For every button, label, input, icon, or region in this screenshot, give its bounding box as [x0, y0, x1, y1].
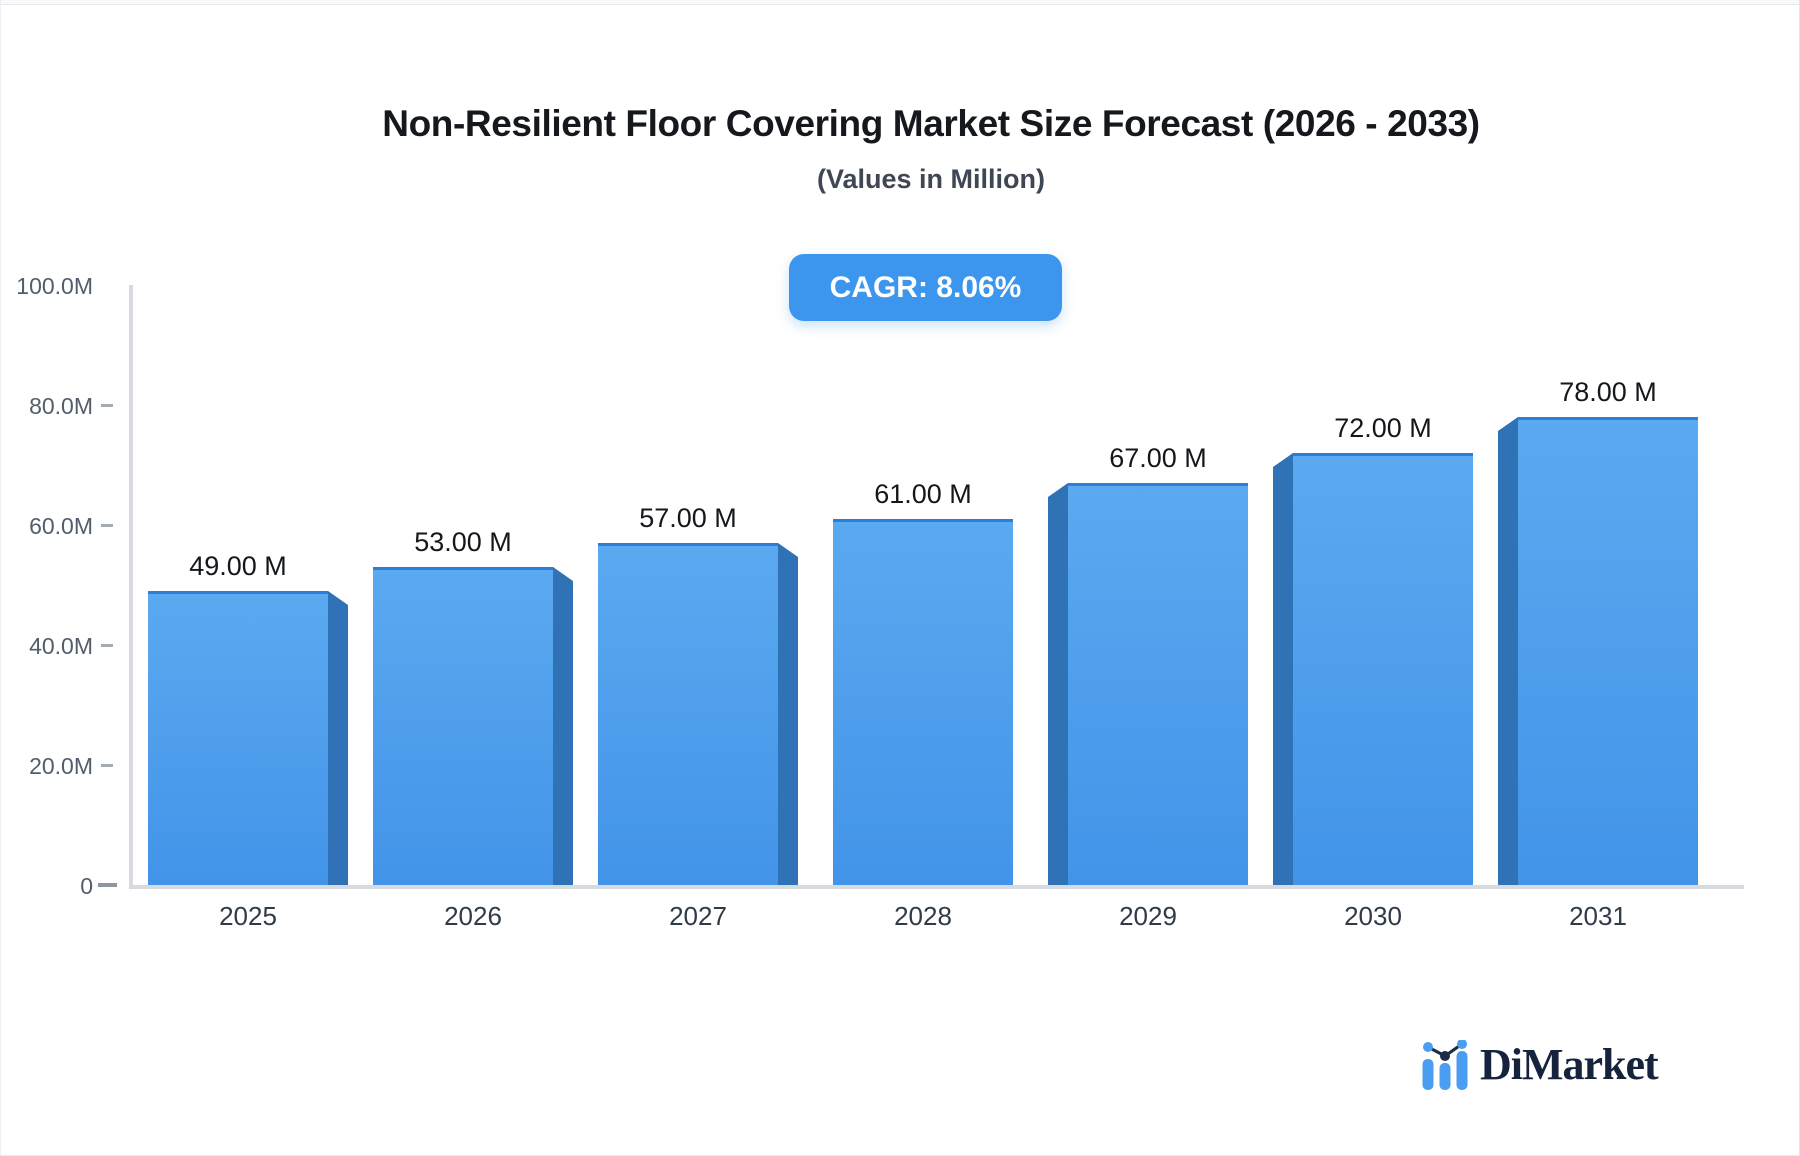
y-axis-label: 40.0M [29, 633, 93, 659]
bar-2030[interactable] [1293, 453, 1473, 885]
bar-value-label-2026: 53.00 M [414, 527, 512, 557]
y-axis-label: 0 [80, 873, 93, 899]
bar-2026[interactable] [373, 567, 553, 885]
y-axis-label: 100.0M [16, 273, 93, 299]
bar-2028[interactable] [833, 519, 1013, 885]
bar-value-label-2025: 49.00 M [189, 551, 287, 581]
bar-value-label-2030: 72.00 M [1334, 413, 1432, 443]
x-axis-label-2029: 2029 [1119, 901, 1177, 931]
y-axis-tick [101, 764, 113, 767]
x-axis-label-2027: 2027 [669, 901, 727, 931]
bar-2027-side [778, 543, 798, 885]
bar-value-label-2028: 61.00 M [874, 479, 972, 509]
bar-2025[interactable] [148, 591, 328, 885]
x-axis-label-2031: 2031 [1569, 901, 1627, 931]
x-axis-label-2028: 2028 [894, 901, 952, 931]
x-axis-line [129, 885, 1744, 889]
y-axis-label: 20.0M [29, 753, 93, 779]
chart-title: Non-Resilient Floor Covering Market Size… [382, 103, 1480, 144]
y-axis-tick [101, 644, 113, 647]
bar-2029[interactable] [1068, 483, 1248, 885]
bar-2031[interactable] [1518, 417, 1698, 885]
bar-2030-side [1273, 453, 1293, 885]
x-axis-label-2026: 2026 [444, 901, 502, 931]
bar-value-label-2031: 78.00 M [1559, 377, 1657, 407]
y-axis-tick-zero [98, 883, 117, 887]
y-axis-line [129, 285, 133, 889]
bar-2026-side [553, 567, 573, 885]
x-axis-label-2030: 2030 [1344, 901, 1402, 931]
bar-2025-side [328, 591, 348, 885]
y-axis-label: 80.0M [29, 393, 93, 419]
bar-value-label-2029: 67.00 M [1109, 443, 1207, 473]
dimarket-logo: DiMarket [1422, 1040, 1659, 1090]
bar-2029-side [1048, 483, 1068, 885]
page-top-border [1, 0, 1799, 5]
chart-subtitle: (Values in Million) [816, 164, 1046, 194]
cagr-badge: CAGR: 8.06% [789, 254, 1062, 321]
bar-2027[interactable] [598, 543, 778, 885]
bar-2031-side [1498, 417, 1518, 885]
bar-value-label-2027: 57.00 M [639, 503, 737, 533]
y-axis-tick [101, 524, 113, 527]
y-axis-label: 60.0M [29, 513, 93, 539]
x-axis-label-2025: 2025 [219, 901, 277, 931]
bar-chart-logo-icon [1422, 1040, 1468, 1090]
y-axis-tick [101, 404, 113, 407]
dimarket-logo-text: DiMarket [1480, 1040, 1659, 1089]
